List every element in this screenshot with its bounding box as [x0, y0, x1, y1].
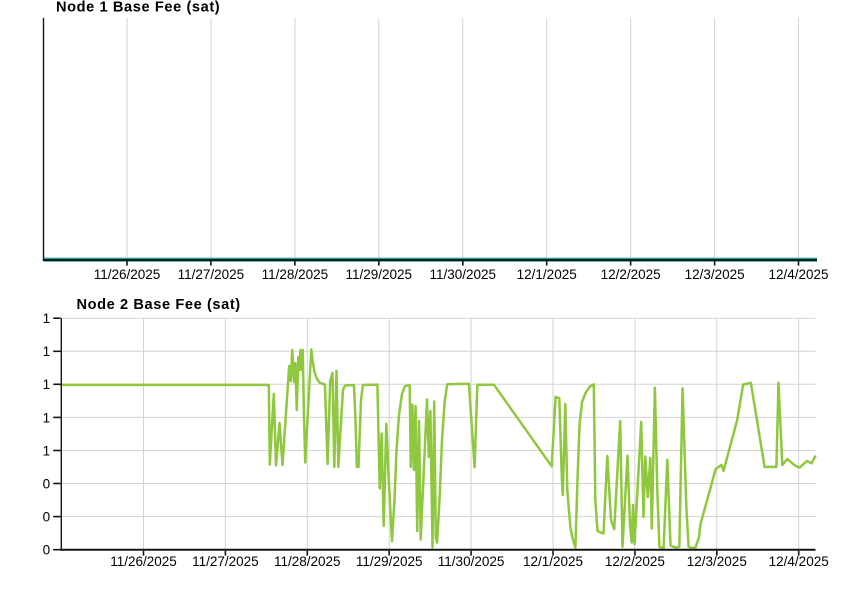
- svg-text:12/2/2025: 12/2/2025: [605, 554, 665, 569]
- svg-text:12/4/2025: 12/4/2025: [769, 554, 829, 569]
- svg-text:11/26/2025: 11/26/2025: [94, 267, 161, 282]
- svg-text:0: 0: [43, 476, 51, 491]
- svg-text:11/29/2025: 11/29/2025: [356, 554, 423, 569]
- svg-text:12/4/2025: 12/4/2025: [768, 267, 828, 282]
- svg-text:1: 1: [43, 344, 51, 359]
- svg-text:1: 1: [43, 311, 51, 326]
- svg-text:11/30/2025: 11/30/2025: [438, 554, 505, 569]
- svg-text:11/28/2025: 11/28/2025: [274, 554, 341, 569]
- svg-text:11/30/2025: 11/30/2025: [430, 267, 497, 282]
- svg-text:12/2/2025: 12/2/2025: [601, 267, 661, 282]
- svg-text:11/27/2025: 11/27/2025: [178, 267, 245, 282]
- svg-text:1: 1: [43, 443, 51, 458]
- svg-text:Node 2 Base Fee (sat): Node 2 Base Fee (sat): [77, 297, 241, 313]
- svg-text:1: 1: [43, 410, 51, 425]
- svg-text:11/29/2025: 11/29/2025: [346, 267, 413, 282]
- svg-text:12/1/2025: 12/1/2025: [517, 267, 577, 282]
- svg-text:12/1/2025: 12/1/2025: [523, 554, 583, 569]
- svg-text:12/3/2025: 12/3/2025: [687, 554, 747, 569]
- svg-text:11/26/2025: 11/26/2025: [110, 554, 177, 569]
- svg-text:1: 1: [43, 377, 51, 392]
- svg-text:0: 0: [43, 510, 51, 525]
- svg-text:Node 1 Base Fee (sat): Node 1 Base Fee (sat): [56, 0, 220, 16]
- svg-text:11/28/2025: 11/28/2025: [262, 267, 329, 282]
- svg-text:12/3/2025: 12/3/2025: [685, 267, 745, 282]
- svg-text:0: 0: [43, 543, 51, 558]
- svg-text:11/27/2025: 11/27/2025: [192, 554, 259, 569]
